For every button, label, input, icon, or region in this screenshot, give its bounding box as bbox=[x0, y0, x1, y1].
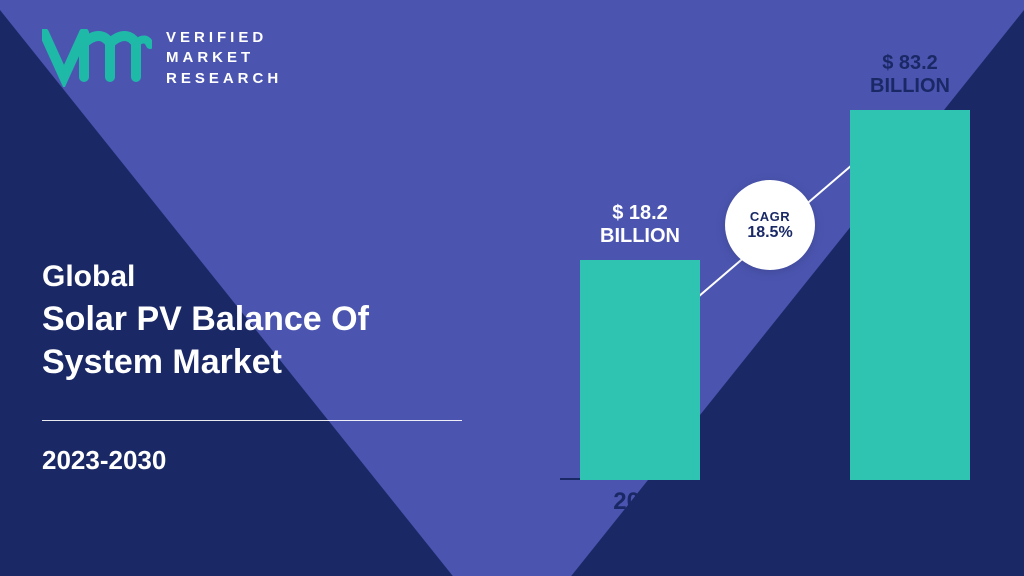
brand-logo: VERIFIED MARKET RESEARCH bbox=[42, 28, 282, 89]
logo-text-line3: RESEARCH bbox=[166, 69, 282, 89]
bar-value-label: $ 18.2BILLION bbox=[560, 202, 720, 248]
title-divider bbox=[42, 420, 462, 421]
bar-value-label: $ 83.2BILLION bbox=[830, 52, 990, 98]
bar-2021: 2021$ 18.2BILLION bbox=[580, 260, 700, 480]
bar-year-label: 2030 bbox=[850, 488, 970, 516]
cagr-badge: CAGR 18.5% bbox=[725, 180, 815, 270]
logo-text-line2: MARKET bbox=[166, 48, 282, 68]
cagr-value: 18.5% bbox=[747, 224, 792, 242]
title-block: Global Solar PV Balance Of System Market bbox=[42, 260, 482, 383]
cagr-label: CAGR bbox=[750, 209, 790, 224]
bar-2030: 2030$ 83.2BILLION bbox=[850, 110, 970, 480]
infographic-canvas: VERIFIED MARKET RESEARCH Global Solar PV… bbox=[0, 0, 1024, 576]
logo-text: VERIFIED MARKET RESEARCH bbox=[166, 28, 282, 89]
logo-text-line1: VERIFIED bbox=[166, 28, 282, 48]
forecast-period: 2023-2030 bbox=[42, 445, 166, 476]
logo-mark-icon bbox=[42, 29, 152, 87]
title-global: Global bbox=[42, 260, 482, 294]
bar-year-label: 2021 bbox=[580, 488, 700, 516]
title-main: Solar PV Balance Of System Market bbox=[42, 298, 482, 383]
bar-chart: 2021$ 18.2BILLION2030$ 83.2BILLION CAGR … bbox=[560, 40, 990, 520]
